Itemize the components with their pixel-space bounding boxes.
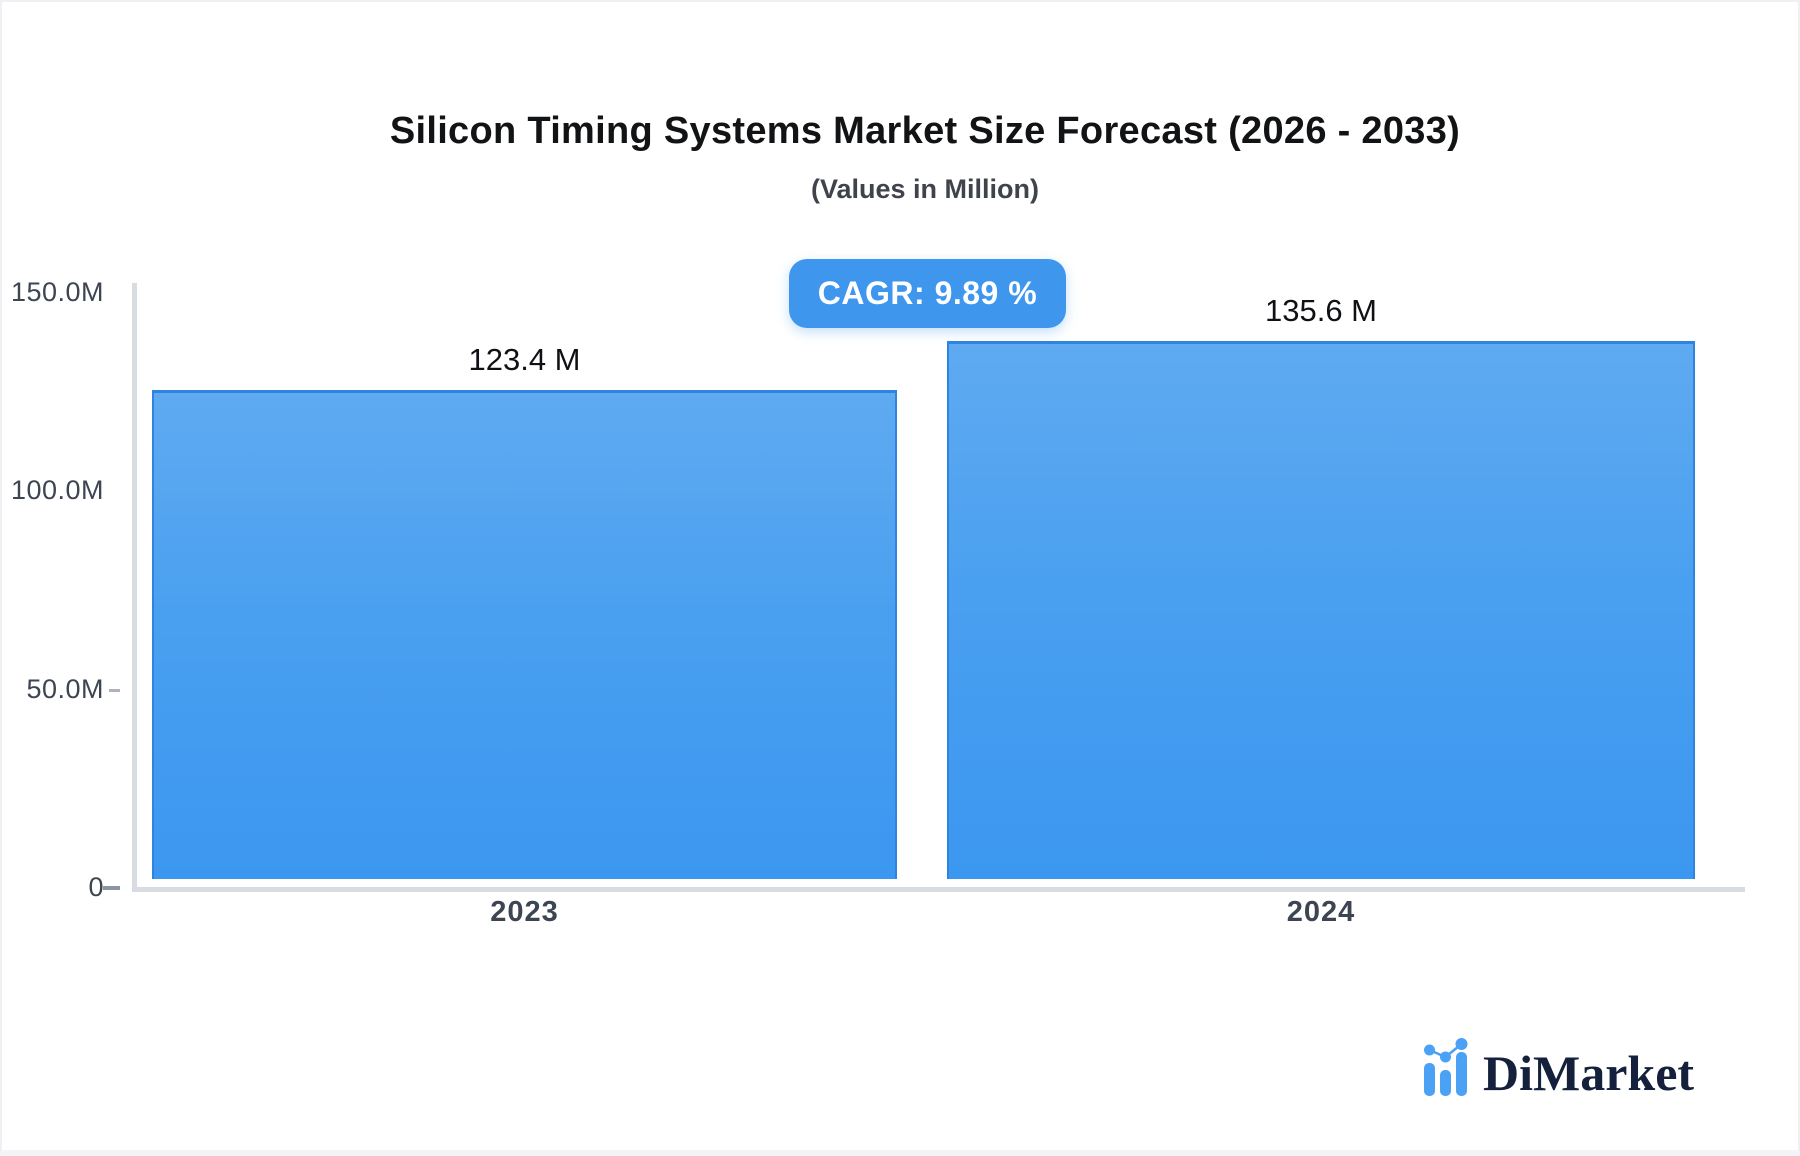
y-axis-label-100: 100.0M xyxy=(10,475,104,506)
bar-value-label: 135.6 M xyxy=(1264,293,1377,329)
y-axis-line xyxy=(132,283,137,892)
x-axis-label-2023: 2023 xyxy=(490,896,559,928)
cagr-badge-label: CAGR: 9.89 % xyxy=(817,275,1038,311)
y-axis-tick-mark-50 xyxy=(109,689,120,692)
y-axis-tick-mark-0 xyxy=(103,886,120,890)
chart-title: Silicon Timing Systems Market Size Forec… xyxy=(389,110,1461,152)
y-axis-label-0: 0 xyxy=(88,872,104,902)
y-axis-label-150: 150.0M xyxy=(10,277,104,307)
logo-text: DiMarket xyxy=(1483,1045,1695,1101)
cagr-badge: CAGR: 9.89 % xyxy=(789,259,1066,328)
y-axis-label-50: 50.0M xyxy=(26,673,104,704)
x-axis-line xyxy=(132,887,1745,892)
bar-line-chart-logo-icon xyxy=(1424,1038,1468,1096)
chart-subtitle: (Values in Million) xyxy=(810,174,1040,204)
x-axis-label-2024: 2024 xyxy=(1286,896,1356,928)
dimarket-logo: DiMarket xyxy=(1420,1038,1695,1101)
bar-value-label: 123.4 M xyxy=(468,341,581,377)
bar-2024 xyxy=(947,341,1695,879)
bar-2023 xyxy=(152,389,897,879)
